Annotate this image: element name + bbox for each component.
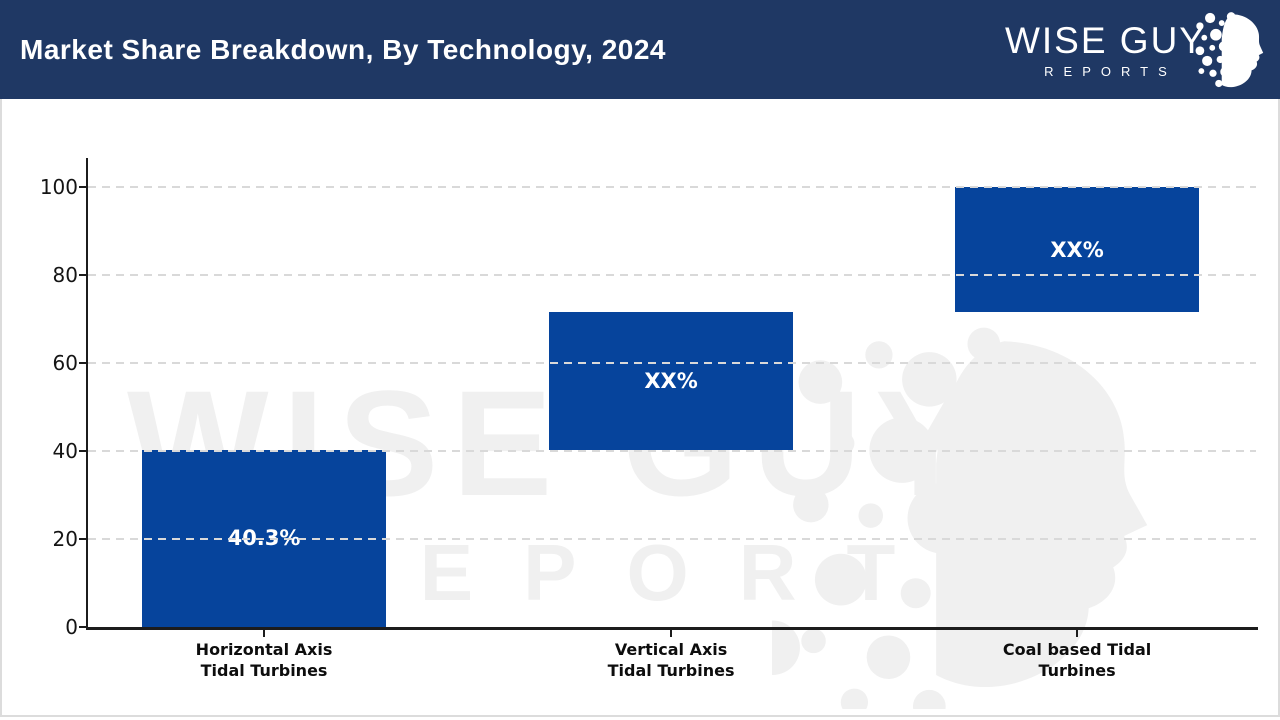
x-category-label: Coal based Tidal Turbines <box>937 639 1217 681</box>
page-title: Market Share Breakdown, By Technology, 2… <box>20 33 667 65</box>
x-axis-line <box>86 627 1258 630</box>
dotted-face-icon <box>1195 11 1264 87</box>
x-category-label-line: Vertical Axis <box>614 640 728 659</box>
x-tick-mark <box>670 630 673 637</box>
x-tick-mark <box>263 630 266 637</box>
gridline <box>88 362 1256 364</box>
gridline <box>88 186 1256 188</box>
wise-guy-reports-logo: WISE GUY REPORTS <box>1005 10 1266 90</box>
header-bar: Market Share Breakdown, By Technology, 2… <box>0 0 1280 99</box>
bar-segment: XX% <box>549 312 794 450</box>
logo-text: WISE GUY REPORTS <box>1005 20 1206 79</box>
x-category-label-line: Tidal Turbines <box>607 661 735 680</box>
y-tick-label: 20 <box>52 527 78 551</box>
watermark-subtitle: REPORTS <box>312 528 1049 617</box>
y-tick-mark <box>79 362 86 364</box>
bar-value-label: XX% <box>644 369 698 394</box>
bar-segment: XX% <box>955 187 1200 313</box>
y-tick-mark <box>79 186 86 188</box>
y-axis-line <box>86 158 88 629</box>
x-category-label-line: Horizontal Axis <box>195 640 333 659</box>
y-tick-label: 40 <box>52 439 78 463</box>
x-category-label-line: Turbines <box>1038 661 1116 680</box>
y-tick-mark <box>79 626 86 628</box>
gridline <box>88 450 1256 452</box>
x-category-label-line: Tidal Turbines <box>200 661 328 680</box>
logo-wordmark: WISE GUY <box>1004 20 1206 61</box>
gridline <box>88 274 1256 276</box>
logo-subtitle: REPORTS <box>1044 64 1177 79</box>
bar-value-label: XX% <box>1050 237 1104 262</box>
y-tick-label: 60 <box>52 351 78 375</box>
x-category-label-line: Coal based Tidal <box>1002 640 1152 659</box>
x-tick-mark <box>1076 630 1079 637</box>
watermark-dotted-face-icon <box>772 327 1148 709</box>
y-tick-mark <box>79 538 86 540</box>
y-tick-mark <box>79 450 86 452</box>
y-tick-mark <box>79 274 86 276</box>
x-category-label: Vertical Axis Tidal Turbines <box>531 639 811 681</box>
y-tick-label: 0 <box>65 615 78 639</box>
gridline <box>88 538 1256 540</box>
y-tick-label: 80 <box>52 263 78 287</box>
x-category-label: Horizontal Axis Tidal Turbines <box>124 639 404 681</box>
y-tick-label: 100 <box>39 175 78 199</box>
